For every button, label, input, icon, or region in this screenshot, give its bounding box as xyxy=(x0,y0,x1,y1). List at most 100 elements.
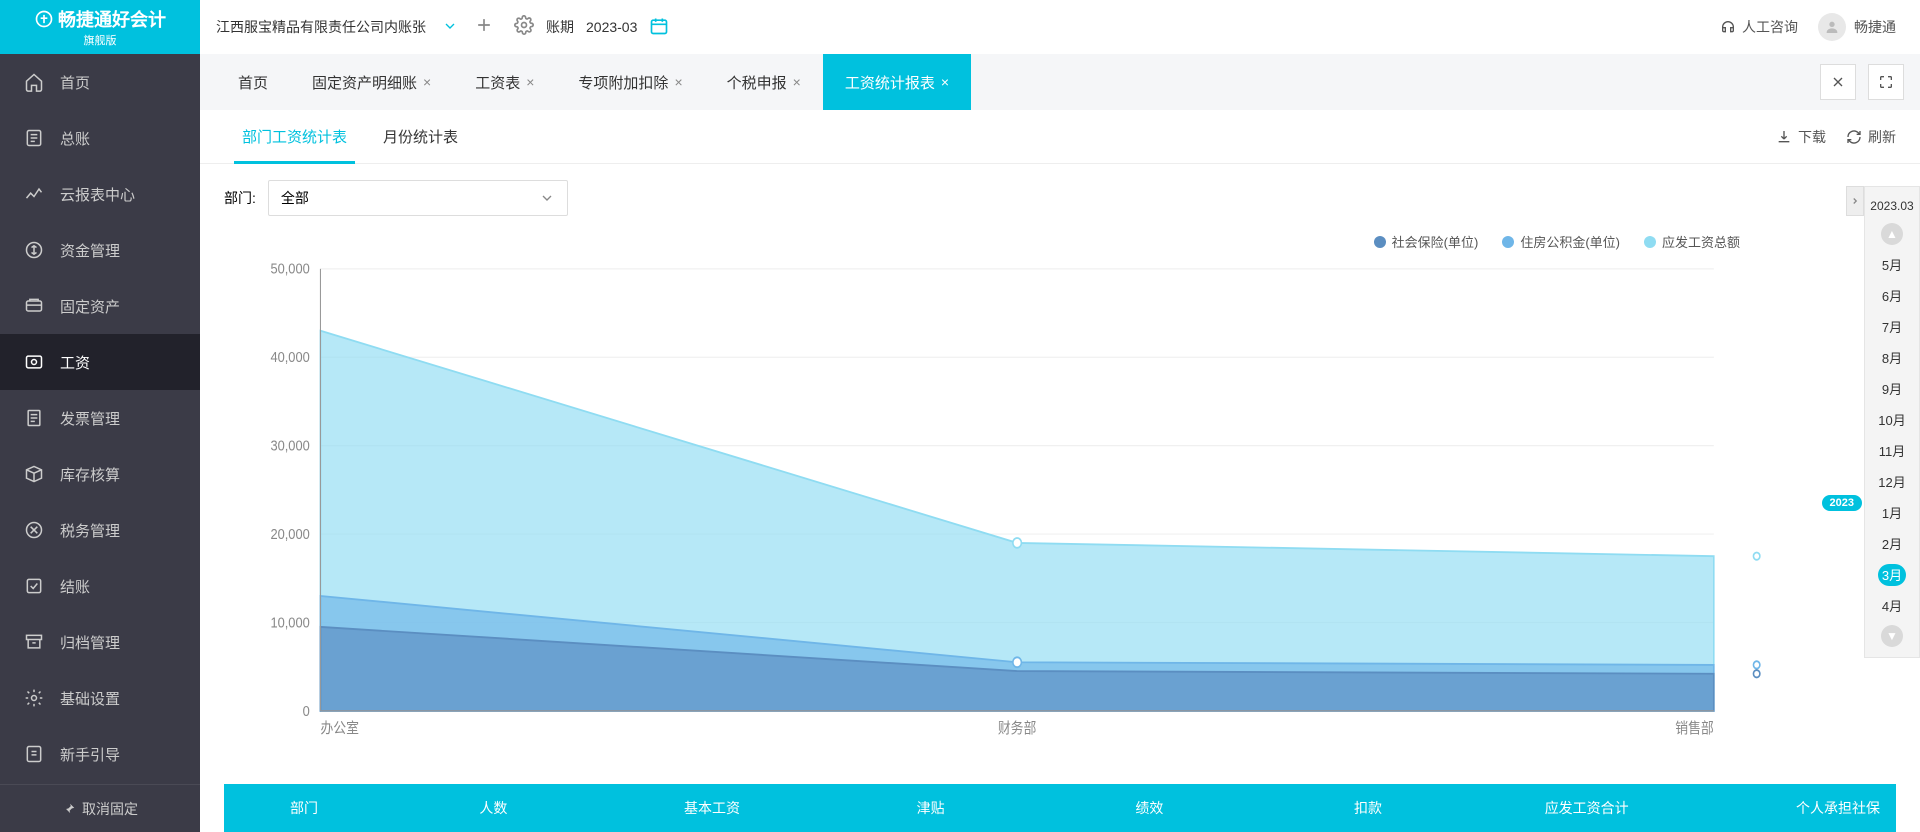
brand-name: 畅捷通好会计 xyxy=(58,6,166,32)
month-item[interactable]: 1月 xyxy=(1865,497,1919,528)
month-item[interactable]: 4月 xyxy=(1865,590,1919,621)
sidebar-item-asset[interactable]: 固定资产 xyxy=(0,278,200,334)
fullscreen-button[interactable] xyxy=(1868,64,1904,100)
sidebar-item-label: 归档管理 xyxy=(60,632,120,653)
sidebar-item-money[interactable]: 资金管理 xyxy=(0,222,200,278)
avatar-icon xyxy=(1818,13,1846,41)
tab[interactable]: 固定资产明细账 × xyxy=(290,54,453,110)
tab-label: 专项附加扣除 xyxy=(578,72,668,93)
legend-dot xyxy=(1644,236,1656,248)
tab-close-icon[interactable]: × xyxy=(941,74,949,90)
tab-label: 首页 xyxy=(238,72,268,93)
company-selector[interactable]: 江西服宝精品有限责任公司内账张 xyxy=(200,17,474,37)
month-item[interactable]: 8月 xyxy=(1865,342,1919,373)
download-icon xyxy=(1776,129,1792,145)
download-label: 下载 xyxy=(1798,127,1826,147)
sidebar-item-guide[interactable]: 新手引导 xyxy=(0,726,200,782)
sidebar-pin-toggle[interactable]: 取消固定 xyxy=(0,784,200,832)
sub-tab[interactable]: 月份统计表 xyxy=(365,110,476,164)
tab-close-icon[interactable]: × xyxy=(674,74,682,90)
sub-tab[interactable]: 部门工资统计表 xyxy=(224,110,365,164)
gear-icon[interactable] xyxy=(514,15,534,40)
stock-icon xyxy=(24,464,44,484)
close-tab-button[interactable] xyxy=(1820,64,1856,100)
month-up-button[interactable]: ▲ xyxy=(1881,223,1903,245)
refresh-button[interactable]: 刷新 xyxy=(1846,127,1896,147)
tab-label: 固定资产明细账 xyxy=(312,72,417,93)
sidebar-item-label: 总账 xyxy=(60,128,90,149)
sidebar-item-report[interactable]: 云报表中心 xyxy=(0,166,200,222)
tab[interactable]: 工资统计报表 × xyxy=(823,54,971,110)
sub-tabs: 部门工资统计表月份统计表 下载 刷新 xyxy=(200,110,1920,164)
month-item[interactable]: 6月 xyxy=(1865,280,1919,311)
tab[interactable]: 工资表× xyxy=(453,54,556,110)
archive-icon xyxy=(24,632,44,652)
sidebar-item-label: 首页 xyxy=(60,72,90,93)
sidebar-item-tax[interactable]: 税务管理 xyxy=(0,502,200,558)
month-item[interactable]: 11月 xyxy=(1865,435,1919,466)
dept-select[interactable]: 全部 xyxy=(268,180,568,216)
month-panel-year: 2023.03 xyxy=(1870,193,1913,219)
tab-close-icon[interactable]: × xyxy=(423,74,431,90)
svg-text:50,000: 50,000 xyxy=(270,260,310,277)
month-panel-handle[interactable] xyxy=(1846,186,1864,216)
tab-label: 个税申报 xyxy=(727,72,787,93)
sidebar-footer-label: 取消固定 xyxy=(82,799,138,819)
headset-icon xyxy=(1720,19,1736,35)
sidebar-item-label: 资金管理 xyxy=(60,240,120,261)
svg-text:办公室: 办公室 xyxy=(320,719,359,736)
tab[interactable]: 个税申报 × xyxy=(705,54,823,110)
sidebar-item-home[interactable]: 首页 xyxy=(0,54,200,110)
add-icon[interactable] xyxy=(474,15,494,40)
month-item[interactable]: 10月 xyxy=(1865,404,1919,435)
sidebar-item-label: 工资 xyxy=(60,352,90,373)
tax-icon xyxy=(24,520,44,540)
sidebar-item-ledger[interactable]: 总账 xyxy=(0,110,200,166)
sidebar-item-close[interactable]: 结账 xyxy=(0,558,200,614)
sidebar-item-label: 新手引导 xyxy=(60,744,120,765)
sidebar-item-invoice[interactable]: 发票管理 xyxy=(0,390,200,446)
tab-label: 工资统计报表 xyxy=(845,72,935,93)
sidebar-item-stock[interactable]: 库存核算 xyxy=(0,446,200,502)
month-item[interactable]: 2月 xyxy=(1865,528,1919,559)
svg-text:30,000: 30,000 xyxy=(270,437,310,454)
refresh-label: 刷新 xyxy=(1868,127,1896,147)
sidebar-item-salary[interactable]: 工资 xyxy=(0,334,200,390)
table-header-cell: 扣款 xyxy=(1259,798,1478,818)
consult-label: 人工咨询 xyxy=(1742,17,1798,37)
settings-icon xyxy=(24,688,44,708)
month-item[interactable]: 12月 xyxy=(1865,466,1919,497)
sidebar-item-label: 云报表中心 xyxy=(60,184,135,205)
tab-close-icon[interactable]: × xyxy=(526,74,534,90)
svg-text:财务部: 财务部 xyxy=(998,719,1037,736)
user-menu[interactable]: 畅捷通 xyxy=(1818,13,1896,41)
month-item[interactable]: 9月 xyxy=(1865,373,1919,404)
tab[interactable]: 首页 xyxy=(216,54,290,110)
fullscreen-icon xyxy=(1878,74,1894,90)
content: 部门工资统计表月份统计表 下载 刷新 部门: 全部 社会保险(单位)住房公积金(… xyxy=(200,110,1920,832)
consult-button[interactable]: 人工咨询 xyxy=(1720,17,1798,37)
legend-item[interactable]: 应发工资总额 xyxy=(1644,232,1740,251)
chart-container: 社会保险(单位)住房公积金(单位)应发工资总额 010,00020,00030,… xyxy=(200,232,1920,784)
sidebar-item-label: 结账 xyxy=(60,576,90,597)
tab-close-icon[interactable]: × xyxy=(793,74,801,90)
chevron-right-icon xyxy=(1850,196,1860,206)
company-name: 江西服宝精品有限责任公司内账张 xyxy=(216,17,426,37)
legend-item[interactable]: 住房公积金(单位) xyxy=(1502,232,1620,251)
month-item[interactable]: 3月 xyxy=(1865,559,1919,590)
month-down-button[interactable]: ▼ xyxy=(1881,625,1903,647)
sidebar-item-archive[interactable]: 归档管理 xyxy=(0,614,200,670)
tab[interactable]: 专项附加扣除 × xyxy=(556,54,704,110)
period-selector[interactable]: 账期 2023-03 xyxy=(546,16,669,39)
month-item[interactable]: 7月 xyxy=(1865,311,1919,342)
legend-dot xyxy=(1502,236,1514,248)
money-icon xyxy=(24,240,44,260)
salary-icon xyxy=(24,352,44,372)
month-item[interactable]: 5月 xyxy=(1865,249,1919,280)
close-icon xyxy=(24,576,44,596)
legend-item[interactable]: 社会保险(单位) xyxy=(1374,232,1479,251)
month-panel: 2023.03 ▲ 5月6月7月8月9月10月11月12月1月2月3月4月 ▼ xyxy=(1864,186,1920,658)
download-button[interactable]: 下载 xyxy=(1776,127,1826,147)
sidebar-item-settings[interactable]: 基础设置 xyxy=(0,670,200,726)
svg-text:40,000: 40,000 xyxy=(270,348,310,365)
